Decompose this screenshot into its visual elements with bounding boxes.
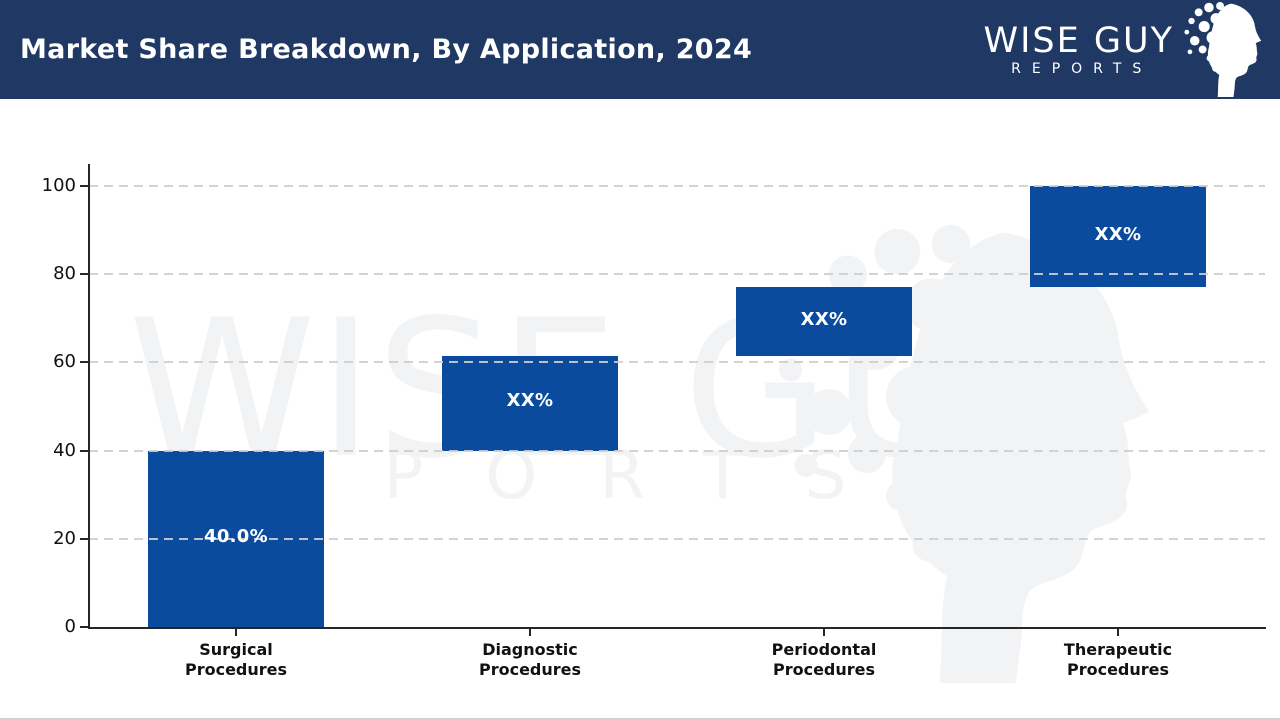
x-tick-mark <box>1117 629 1119 636</box>
bar <box>1029 186 1207 288</box>
y-tick-mark <box>80 273 89 276</box>
x-category-label: Surgical Procedures <box>184 640 288 679</box>
x-category-label: Therapeutic Procedures <box>1063 640 1173 679</box>
y-tick-mark <box>80 185 89 187</box>
y-tick-label: 40 <box>53 439 76 461</box>
x-axis-line <box>88 627 1266 629</box>
x-tick-mark <box>235 629 237 636</box>
x-category-label: Periodontal Procedures <box>771 640 877 679</box>
bar <box>441 355 619 451</box>
x-tick-mark <box>823 629 825 636</box>
logo-head-icon <box>1184 2 1262 97</box>
bars-layer <box>89 186 1265 627</box>
y-tick-label: 0 <box>64 616 76 637</box>
plot-area: 40.0% XX% XX% XX% <box>89 185 1265 627</box>
bar <box>147 450 325 627</box>
chart-canvas: WISE GUY REPORTS 40.0% XX% XX% XX% 0 20 40 60 8… <box>0 99 1280 720</box>
logo-subtitle: REPORTS <box>1011 60 1153 77</box>
y-axis-line <box>88 164 90 628</box>
y-tick-label: 80 <box>53 263 76 285</box>
bar <box>735 287 913 356</box>
y-tick-label: 20 <box>53 527 76 549</box>
wise-guy-logo: WISE GUY REPORTS <box>983 2 1280 97</box>
y-tick-mark <box>80 537 89 540</box>
bottom-border <box>0 718 1280 720</box>
page-title: Market Share Breakdown, By Application, … <box>20 34 753 65</box>
y-tick-mark <box>80 361 89 364</box>
x-tick-mark <box>529 629 531 636</box>
y-tick-mark <box>80 626 89 628</box>
y-tick-mark <box>80 449 89 452</box>
logo-text: WISE GUY REPORTS <box>983 23 1174 77</box>
header-bar: Market Share Breakdown, By Application, … <box>0 0 1280 99</box>
y-tick-label: 60 <box>53 351 76 373</box>
x-category-label: Diagnostic Procedures <box>478 640 582 679</box>
logo-wordmark: WISE GUY <box>983 20 1174 61</box>
y-tick-label: 100 <box>41 175 76 196</box>
